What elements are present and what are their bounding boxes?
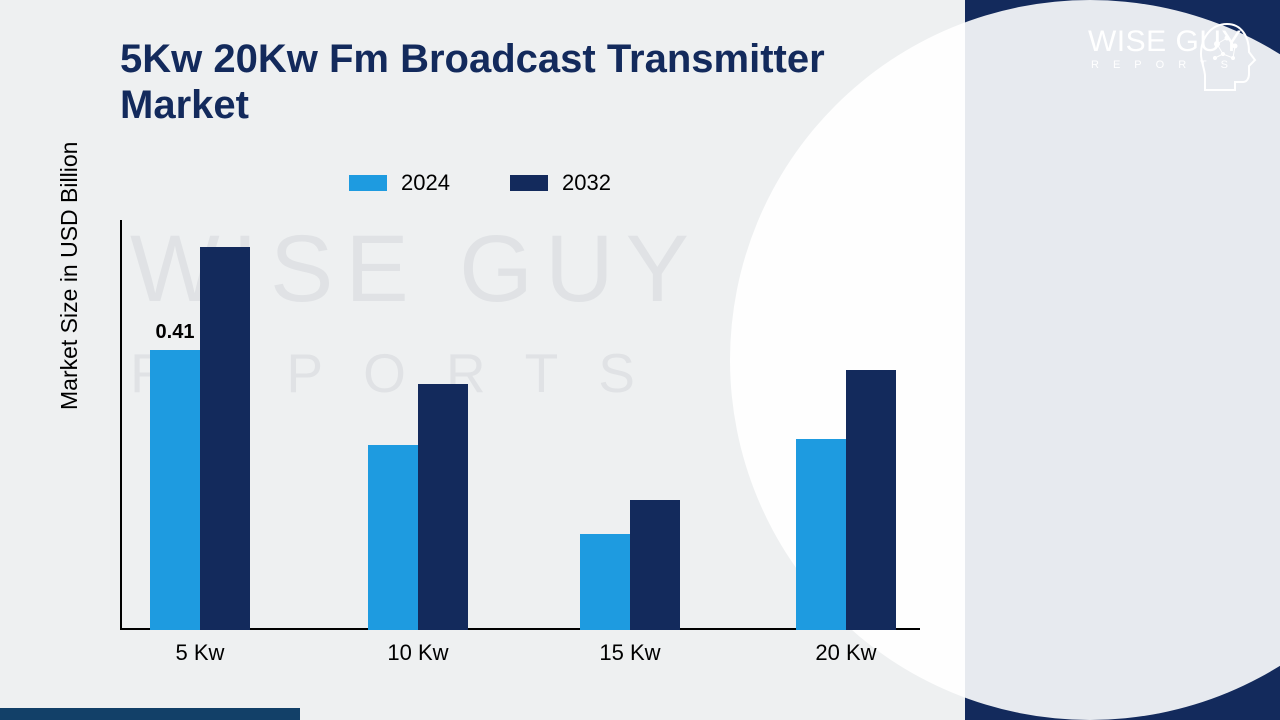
- legend-swatch-2024: [349, 175, 387, 191]
- y-axis-line: [120, 220, 122, 630]
- plot-area: 0.41 5 Kw 10 Kw 15 Kw 20 Kw: [120, 220, 920, 630]
- bar-label-5kw-2024: 0.41: [156, 321, 195, 344]
- bar-10kw-2024: [368, 445, 418, 630]
- bottom-accent-bar: [0, 708, 300, 720]
- xlabel-5kw: 5 Kw: [176, 640, 225, 666]
- bar-15kw-2032: [630, 500, 680, 630]
- bar-10kw-2032: [418, 384, 468, 630]
- xlabel-15kw: 15 Kw: [599, 640, 660, 666]
- bar-5kw-2032: [200, 247, 250, 630]
- head-icon: [1196, 22, 1258, 92]
- chart-title: 5Kw 20Kw Fm Broadcast Transmitter Market: [120, 36, 880, 128]
- legend-label-2032: 2032: [562, 170, 611, 196]
- y-axis-label: Market Size in USD Billion: [56, 142, 83, 410]
- bar-5kw-2024: 0.41: [150, 350, 200, 630]
- bar-15kw-2024: [580, 534, 630, 630]
- legend: 2024 2032: [0, 170, 960, 196]
- xlabel-20kw: 20 Kw: [815, 640, 876, 666]
- legend-item-2024: 2024: [349, 170, 450, 196]
- bar-20kw-2024: [796, 439, 846, 630]
- xlabel-10kw: 10 Kw: [387, 640, 448, 666]
- legend-item-2032: 2032: [510, 170, 611, 196]
- bar-20kw-2032: [846, 370, 896, 630]
- legend-label-2024: 2024: [401, 170, 450, 196]
- chart-canvas: WISE GUY REPORTS 5Kw 20Kw Fm Broadcast T…: [0, 0, 1280, 720]
- legend-swatch-2032: [510, 175, 548, 191]
